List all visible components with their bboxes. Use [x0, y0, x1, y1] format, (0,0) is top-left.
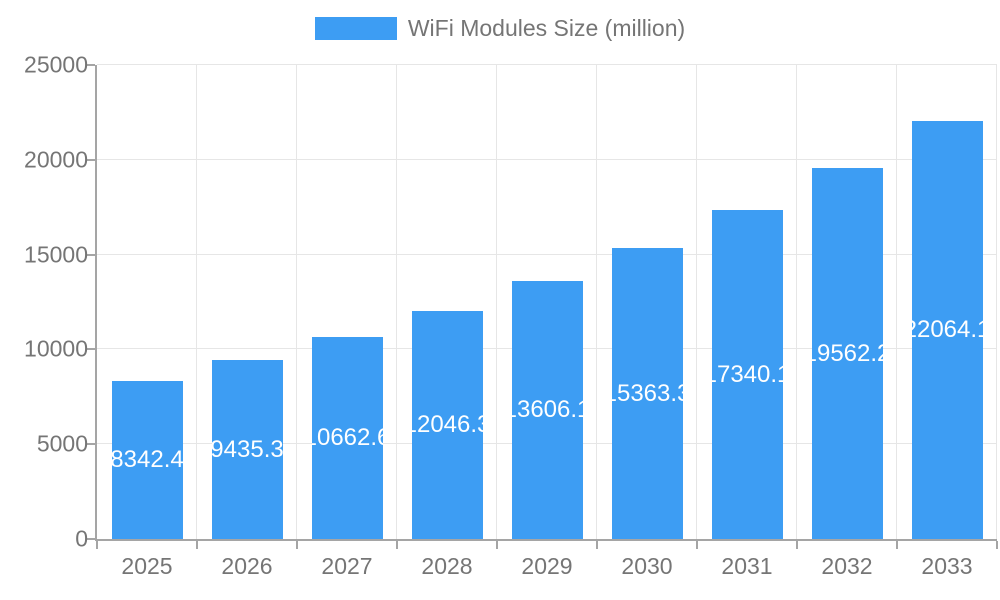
- x-tick-label: 2033: [921, 553, 973, 579]
- legend-label: WiFi Modules Size (million): [407, 15, 686, 41]
- y-axis-tick: [87, 538, 95, 540]
- bar-value-label: 13606.1: [512, 396, 583, 423]
- x-axis-tick: [496, 541, 498, 549]
- v-gridline: [696, 65, 697, 539]
- legend-swatch-icon: [314, 16, 397, 40]
- y-tick-label: 10000: [24, 335, 88, 362]
- x-axis-tick: [96, 541, 98, 549]
- v-gridline: [396, 65, 397, 539]
- bar-value-label: 8342.4: [111, 446, 183, 473]
- v-gridline: [796, 65, 797, 539]
- bar: 9435.3: [211, 360, 283, 539]
- v-gridline: [496, 65, 497, 539]
- x-axis-tick: [696, 541, 698, 549]
- y-tick-label: 20000: [24, 146, 88, 173]
- h-gridline: [97, 253, 997, 255]
- x-axis-tick: [296, 541, 298, 549]
- x-axis-line: [95, 539, 997, 541]
- v-gridline: [196, 65, 197, 539]
- x-tick-label: 2026: [221, 553, 273, 579]
- bar: 10662.6: [311, 337, 383, 539]
- x-axis-tick: [596, 541, 598, 549]
- x-tick-label: 2028: [421, 553, 473, 579]
- bar-value-label: 10662.6: [312, 424, 383, 451]
- bar: 15363.3: [611, 248, 683, 539]
- h-gridline: [97, 64, 997, 65]
- x-tick-label: 2031: [721, 553, 773, 579]
- h-gridline: [97, 158, 997, 160]
- y-axis-tick: [87, 443, 95, 446]
- bar: 13606.1: [511, 281, 583, 539]
- bar-value-label: 12046.3: [412, 411, 483, 438]
- bar: 17340.1: [711, 210, 783, 539]
- y-tick-label: 25000: [24, 51, 88, 78]
- chart-legend: WiFi Modules Size (million): [0, 14, 1000, 42]
- v-gridline: [596, 65, 597, 539]
- v-gridline: [996, 65, 997, 539]
- x-axis-tick: [896, 541, 898, 549]
- y-axis-tick: [87, 253, 95, 256]
- y-axis-tick: [87, 348, 95, 351]
- y-axis-line: [95, 65, 97, 539]
- bar-value-label: 17340.1: [712, 360, 783, 388]
- x-tick-label: 2029: [521, 553, 573, 579]
- v-gridline: [896, 65, 897, 539]
- x-tick-label: 2032: [821, 553, 873, 579]
- y-axis-tick: [87, 64, 95, 66]
- x-axis-tick: [396, 541, 398, 549]
- bar: 8342.4: [111, 381, 183, 539]
- bar-value-label: 9435.3: [211, 435, 283, 463]
- y-tick-label: 15000: [24, 241, 88, 268]
- plot-area: 0 5000 10000 15000 20000 25000 8342.4 2025 9435.…: [24, 53, 998, 578]
- x-axis-tick: [796, 541, 798, 549]
- y-axis-tick: [87, 158, 95, 161]
- x-axis-tick: [996, 541, 998, 549]
- x-axis-tick: [196, 541, 198, 549]
- x-tick-label: 2027: [321, 553, 373, 579]
- y-tick-label: 0: [75, 525, 88, 552]
- x-tick-label: 2025: [121, 553, 173, 579]
- v-gridline: [296, 65, 297, 539]
- x-tick-label: 2030: [621, 553, 673, 579]
- bar-value-label: 15363.3: [612, 379, 683, 407]
- bar: 12046.3: [411, 311, 483, 539]
- y-tick-label: 5000: [36, 430, 88, 457]
